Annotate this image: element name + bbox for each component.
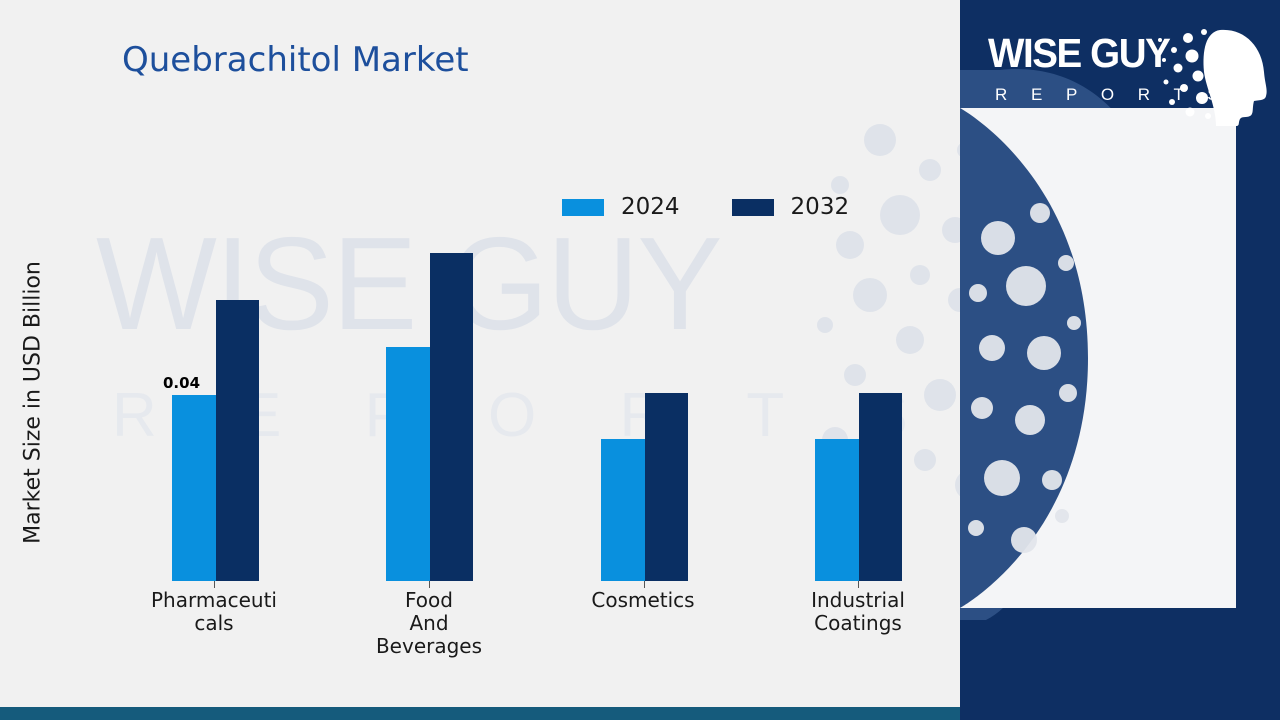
legend-item-2032[interactable]: 2032 (731, 194, 850, 220)
bottom-accent-strip (0, 707, 960, 720)
legend-swatch-2024 (562, 198, 604, 216)
logo-wiseguy-text: WISE GUY (988, 30, 1171, 76)
legend-label-2032: 2032 (790, 194, 850, 220)
bar-2024-industrial-coatings[interactable] (815, 439, 859, 581)
bar-2024-cosmetics[interactable] (601, 439, 645, 581)
x-axis-tick-2 (644, 581, 645, 588)
brand-logo[interactable]: WISE GUY R E P O R T S (988, 29, 1267, 126)
bar-data-label-0-04: 0.04 (163, 374, 201, 392)
page-title: Quebrachitol Market (122, 40, 469, 80)
legend-item-2024[interactable]: 2024 (562, 194, 680, 220)
x-axis-label-cosmetics: Cosmetics (543, 589, 743, 612)
bar-2032-industrial-coatings[interactable] (859, 393, 902, 581)
x-axis-label-line: Industrial (811, 588, 905, 612)
x-axis-label-industrial-coatings: Industrial Coatings (758, 589, 958, 635)
logo-reports-text: R E P O R T S (995, 85, 1229, 104)
chart: Market Size in USD Billion 2024 2032 0.0… (21, 194, 958, 658)
x-axis-label-line: Food (405, 588, 453, 612)
chart-legend: 2024 2032 (562, 194, 849, 220)
x-axis-label-pharmaceuticals: Pharmaceuti cals (114, 589, 314, 635)
x-axis-label-line: Beverages (375, 634, 483, 658)
x-axis-label-line: And (409, 611, 449, 635)
legend-label-2024: 2024 (621, 194, 680, 220)
x-axis-tick-0 (214, 581, 215, 588)
x-axis-tick-1 (429, 581, 430, 588)
x-axis-label-line: Cosmetics (591, 588, 695, 612)
head-dots-icon (1158, 29, 1267, 126)
bar-2032-cosmetics[interactable] (645, 393, 688, 581)
legend-swatch-2032 (731, 198, 774, 216)
bar-2024-pharmaceuticals[interactable] (172, 395, 216, 581)
bar-2032-food-and-beverages[interactable] (430, 253, 473, 581)
bar-2032-pharmaceuticals[interactable] (216, 300, 259, 581)
x-axis-label-line: cals (194, 611, 234, 635)
x-axis-tick-3 (858, 581, 859, 588)
bar-2024-food-and-beverages[interactable] (386, 347, 430, 581)
x-axis-label-line: Coatings (814, 611, 902, 635)
head-silhouette-icon (960, 69, 1188, 620)
plot-area: 0.04 Pharmaceuti cals Food And (114, 253, 958, 658)
x-axis-label-line: Pharmaceuti (151, 588, 277, 612)
x-axis-label-food-and-beverages: Food And Beverages (329, 589, 529, 658)
